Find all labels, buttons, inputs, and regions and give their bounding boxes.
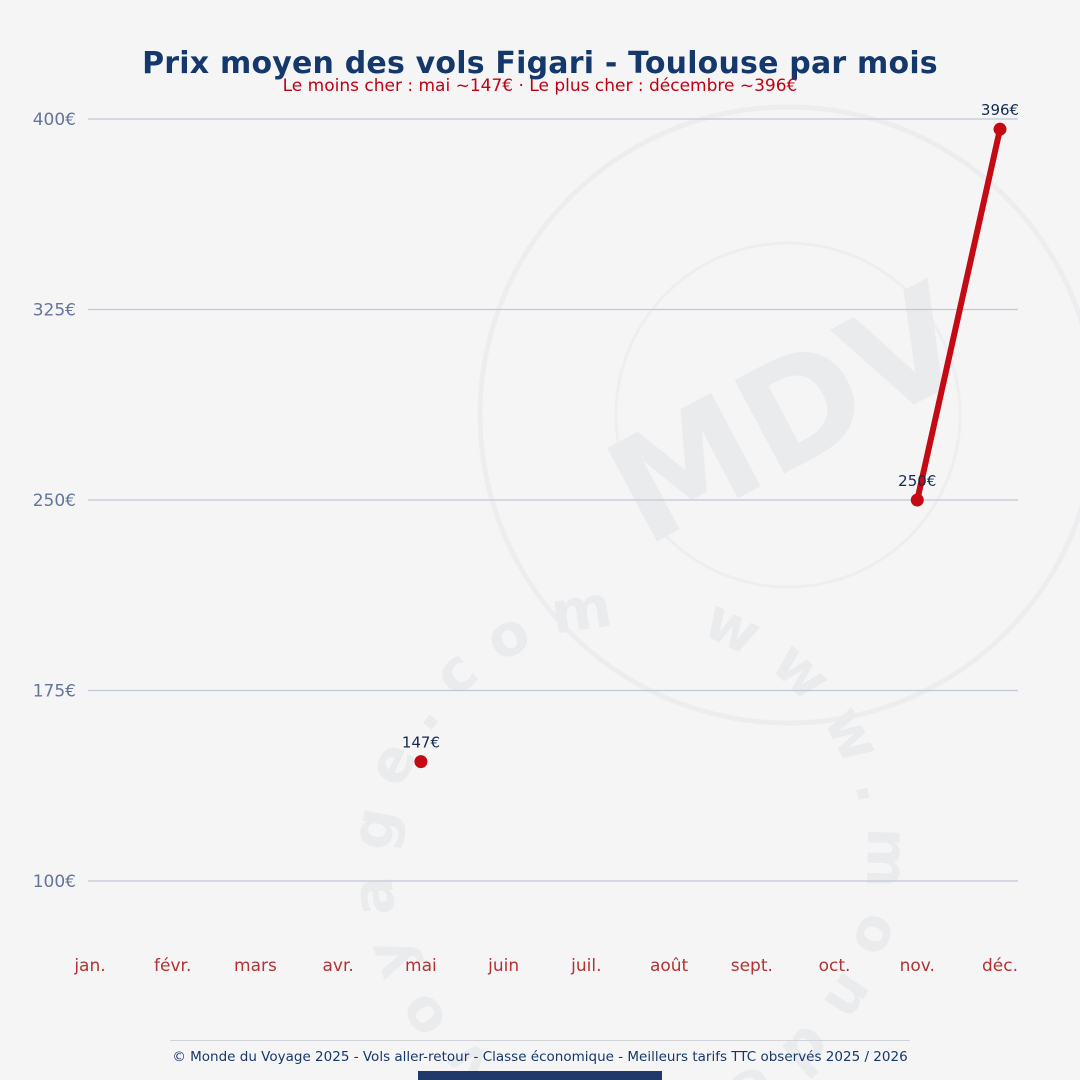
chart-subtitle: Le moins cher : mai ~147€ · Le plus cher… [282,76,798,96]
x-tick-label: nov. [900,956,935,976]
footer-text: © Monde du Voyage 2025 - Vols aller-reto… [172,1049,908,1065]
x-tick-label: juil. [570,956,601,976]
watermark-inner-ring-circle [614,241,962,589]
x-tick-label: jan. [73,956,105,976]
watermark-outer-ring-circle [477,104,1080,726]
y-tick-label: 250€ [33,491,76,511]
data-point [414,755,428,769]
point-label: 147€ [402,734,440,752]
x-tick-label: mai [405,956,437,976]
x-tick-label: déc. [982,956,1018,976]
chart-title: Prix moyen des vols Figari - Toulouse pa… [142,46,938,82]
x-tick-label: mars [234,956,277,976]
x-tick-label: févr. [154,956,191,976]
data-point [993,122,1007,136]
data-point [910,493,924,507]
price-line-segment [914,126,1003,503]
y-tick-label: 325€ [33,301,76,321]
x-tick-label: juin [487,956,519,976]
x-tick-label: août [650,956,689,976]
footer-divider [170,1040,910,1041]
x-tick-label: sept. [731,956,773,976]
x-tick-label: oct. [819,956,851,976]
footer-brand-bar [418,1071,662,1080]
y-tick-label: 175€ [33,682,76,702]
y-tick-label: 400€ [33,110,76,130]
y-tick-label: 100€ [33,872,76,892]
point-label: 250€ [898,472,936,490]
x-tick-label: avr. [323,956,354,976]
point-label: 396€ [981,101,1019,119]
